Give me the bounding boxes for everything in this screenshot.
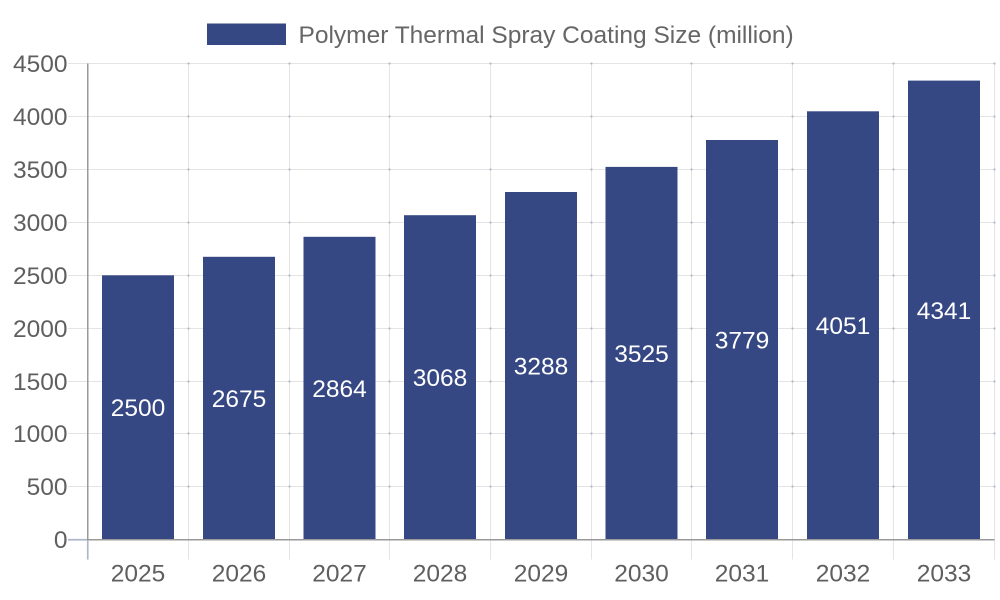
svg-text:4051: 4051 bbox=[816, 313, 871, 340]
svg-text:0: 0 bbox=[54, 527, 68, 554]
svg-text:2029: 2029 bbox=[514, 560, 569, 587]
svg-text:3000: 3000 bbox=[13, 210, 68, 237]
svg-text:2031: 2031 bbox=[715, 560, 770, 587]
svg-text:3500: 3500 bbox=[13, 157, 68, 184]
svg-text:2500: 2500 bbox=[111, 395, 166, 422]
svg-text:1000: 1000 bbox=[13, 421, 68, 448]
svg-text:2026: 2026 bbox=[212, 560, 267, 587]
svg-text:4000: 4000 bbox=[13, 104, 68, 131]
svg-text:4500: 4500 bbox=[13, 51, 68, 78]
svg-text:2027: 2027 bbox=[312, 560, 367, 587]
svg-text:1500: 1500 bbox=[13, 369, 68, 396]
svg-text:2030: 2030 bbox=[614, 560, 669, 587]
svg-text:2028: 2028 bbox=[413, 560, 468, 587]
svg-text:2675: 2675 bbox=[212, 386, 267, 413]
svg-text:2032: 2032 bbox=[816, 560, 871, 587]
svg-text:Polymer Thermal Spray Coating: Polymer Thermal Spray Coating Size (mill… bbox=[299, 22, 794, 49]
svg-text:2000: 2000 bbox=[13, 316, 68, 343]
svg-text:3068: 3068 bbox=[413, 365, 468, 392]
svg-text:4341: 4341 bbox=[917, 298, 972, 325]
svg-text:2500: 2500 bbox=[13, 263, 68, 290]
svg-text:2033: 2033 bbox=[917, 560, 972, 587]
svg-text:500: 500 bbox=[27, 474, 68, 501]
svg-text:2025: 2025 bbox=[111, 560, 166, 587]
svg-text:3779: 3779 bbox=[715, 328, 770, 355]
svg-text:2864: 2864 bbox=[312, 376, 367, 403]
svg-text:3525: 3525 bbox=[614, 341, 669, 368]
svg-text:3288: 3288 bbox=[514, 354, 569, 381]
